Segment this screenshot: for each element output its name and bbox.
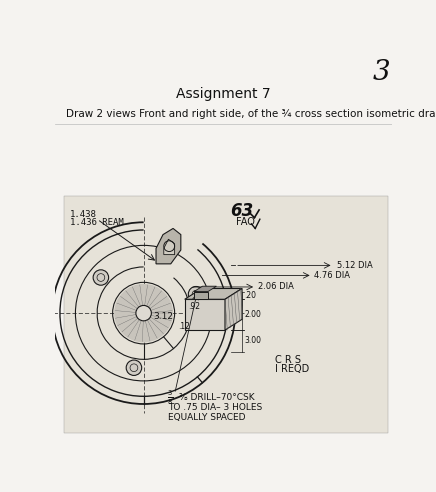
Text: .20: .20 <box>244 291 256 300</box>
Text: 3: 3 <box>373 60 390 87</box>
Text: 3.00: 3.00 <box>244 337 261 345</box>
Text: $\frac{3}{8}$: $\frac{3}{8}$ <box>167 389 173 407</box>
Circle shape <box>126 360 142 375</box>
Text: .92: .92 <box>188 303 200 311</box>
Text: 1.438: 1.438 <box>70 210 97 219</box>
Polygon shape <box>225 288 242 330</box>
Text: Draw 2 views Front and right side, of the ¾ cross section isometric drawing belo: Draw 2 views Front and right side, of th… <box>66 110 436 120</box>
Text: 2.06 DIA: 2.06 DIA <box>258 282 294 291</box>
Text: 2.00: 2.00 <box>244 310 261 319</box>
Text: I REQD: I REQD <box>276 365 310 374</box>
Circle shape <box>136 306 151 321</box>
Circle shape <box>114 284 173 342</box>
Text: 4.76 DIA: 4.76 DIA <box>314 271 350 280</box>
Text: ⅜ DRILL–70°CSK: ⅜ DRILL–70°CSK <box>178 393 254 402</box>
Text: .12: .12 <box>178 322 191 331</box>
FancyBboxPatch shape <box>64 196 388 433</box>
Polygon shape <box>194 286 217 292</box>
Text: TO .75 DIA– 3 HOLES: TO .75 DIA– 3 HOLES <box>168 403 262 412</box>
Text: FAO: FAO <box>236 217 255 227</box>
Polygon shape <box>164 239 175 255</box>
Text: 3.12: 3.12 <box>153 312 173 321</box>
Text: 1.436 REAM: 1.436 REAM <box>70 218 124 227</box>
Polygon shape <box>185 299 225 330</box>
Circle shape <box>188 286 204 302</box>
Text: EQUALLY SPACED: EQUALLY SPACED <box>168 413 246 422</box>
Text: Assignment 7: Assignment 7 <box>176 88 271 101</box>
Text: 5.12 DIA: 5.12 DIA <box>337 261 372 270</box>
Polygon shape <box>185 288 242 299</box>
Text: C R S: C R S <box>276 355 301 365</box>
Text: 63: 63 <box>230 203 254 220</box>
Polygon shape <box>194 292 208 299</box>
Circle shape <box>93 270 109 285</box>
Polygon shape <box>156 228 181 264</box>
